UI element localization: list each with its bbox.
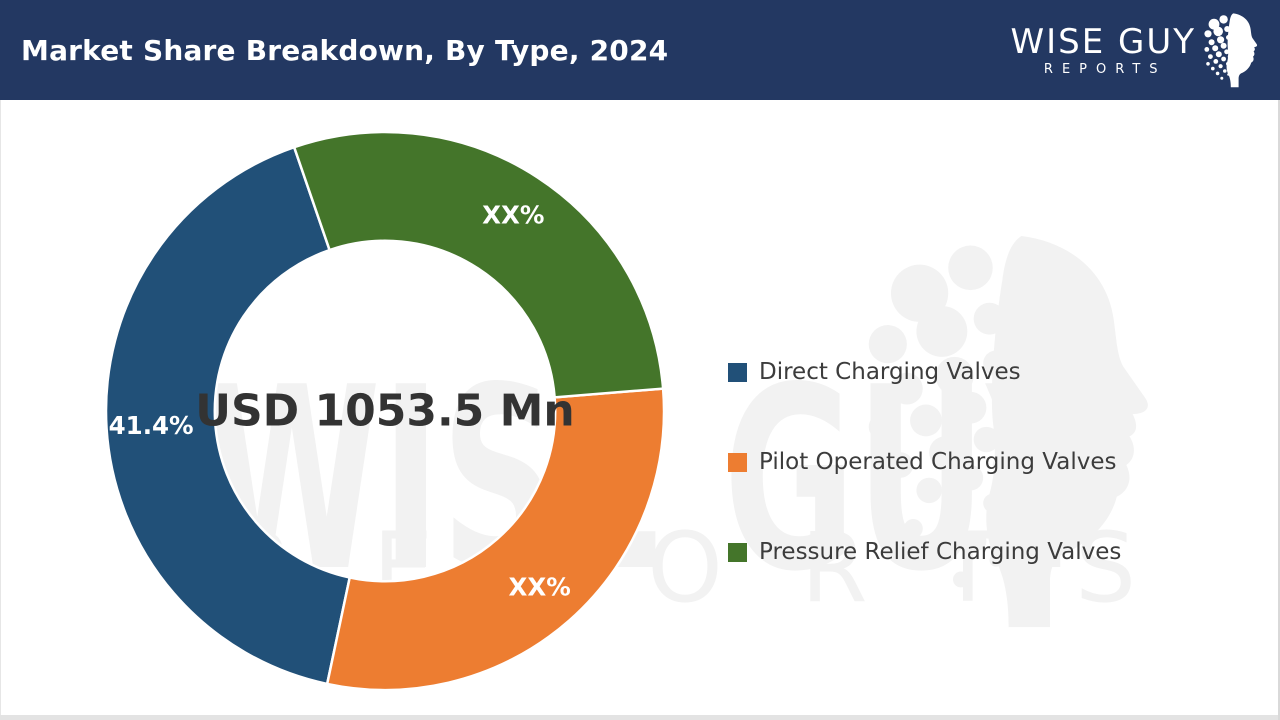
wiseguy-face-icon (1204, 13, 1258, 88)
slice-percent-label: XX% (482, 200, 544, 229)
pie-slice-pressure-relief-charging-valves[interactable] (292, 130, 665, 399)
legend-item-direct-charging-valves[interactable]: Direct Charging Valves (728, 359, 1121, 385)
header-bar: Market Share Breakdown, By Type, 2024 WI… (0, 0, 1280, 100)
legend-item-pilot-operated-charging-valves[interactable]: Pilot Operated Charging Valves (728, 449, 1121, 475)
legend-label: Pressure Relief Charging Valves (759, 538, 1122, 565)
legend-label: Pilot Operated Charging Valves (759, 448, 1117, 475)
donut-center-value: USD 1053.5 Mn (195, 386, 574, 437)
logo-wordmark: WISE GUY (1010, 21, 1196, 62)
slice-percent-label: XX% (509, 573, 571, 602)
chart-legend: Direct Charging Valves Pilot Operated Ch… (728, 359, 1121, 629)
wiseguy-logo-text: WISE GUY REPORTS (1010, 25, 1196, 76)
pie-slice-pilot-operated-charging-valves[interactable] (325, 387, 666, 692)
slice-percent-label: 41.4% (109, 411, 194, 440)
legend-swatch (728, 542, 747, 562)
chart-area: WISE GUY REPORTS 41.4% XX% XX% USD 1053.5 M… (0, 100, 1280, 720)
legend-item-pressure-relief-charging-valves[interactable]: Pressure Relief Charging Valves (728, 539, 1121, 565)
donut-chart[interactable]: 41.4% XX% XX% USD 1053.5 Mn (0, 100, 1280, 720)
legend-swatch (728, 452, 747, 472)
logo-subtext: REPORTS (1043, 61, 1167, 77)
pie-slice-direct-charging-valves[interactable] (104, 145, 351, 686)
page-title: Market Share Breakdown, By Type, 2024 (21, 33, 669, 67)
legend-label: Direct Charging Valves (759, 358, 1021, 385)
wiseguy-logo: WISE GUY REPORTS (1010, 10, 1262, 90)
legend-swatch (728, 362, 747, 382)
